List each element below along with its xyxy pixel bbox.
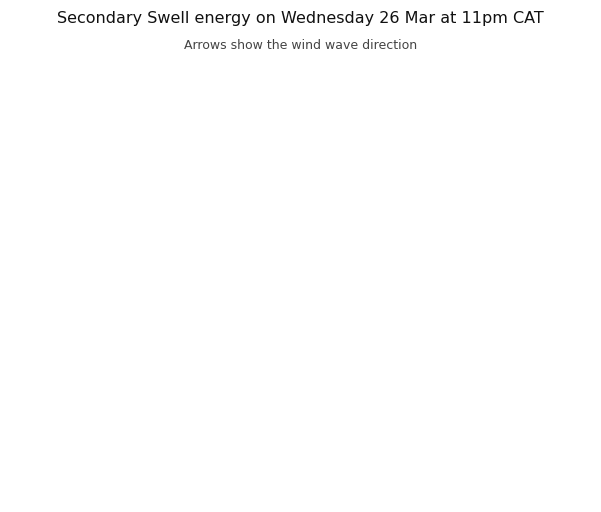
Text: Secondary Swell energy on Wednesday 26 Mar at 11pm CAT: Secondary Swell energy on Wednesday 26 M… — [57, 11, 544, 26]
Text: cartopy required: cartopy required — [219, 276, 382, 295]
Text: Arrows show the wind wave direction: Arrows show the wind wave direction — [184, 39, 417, 52]
